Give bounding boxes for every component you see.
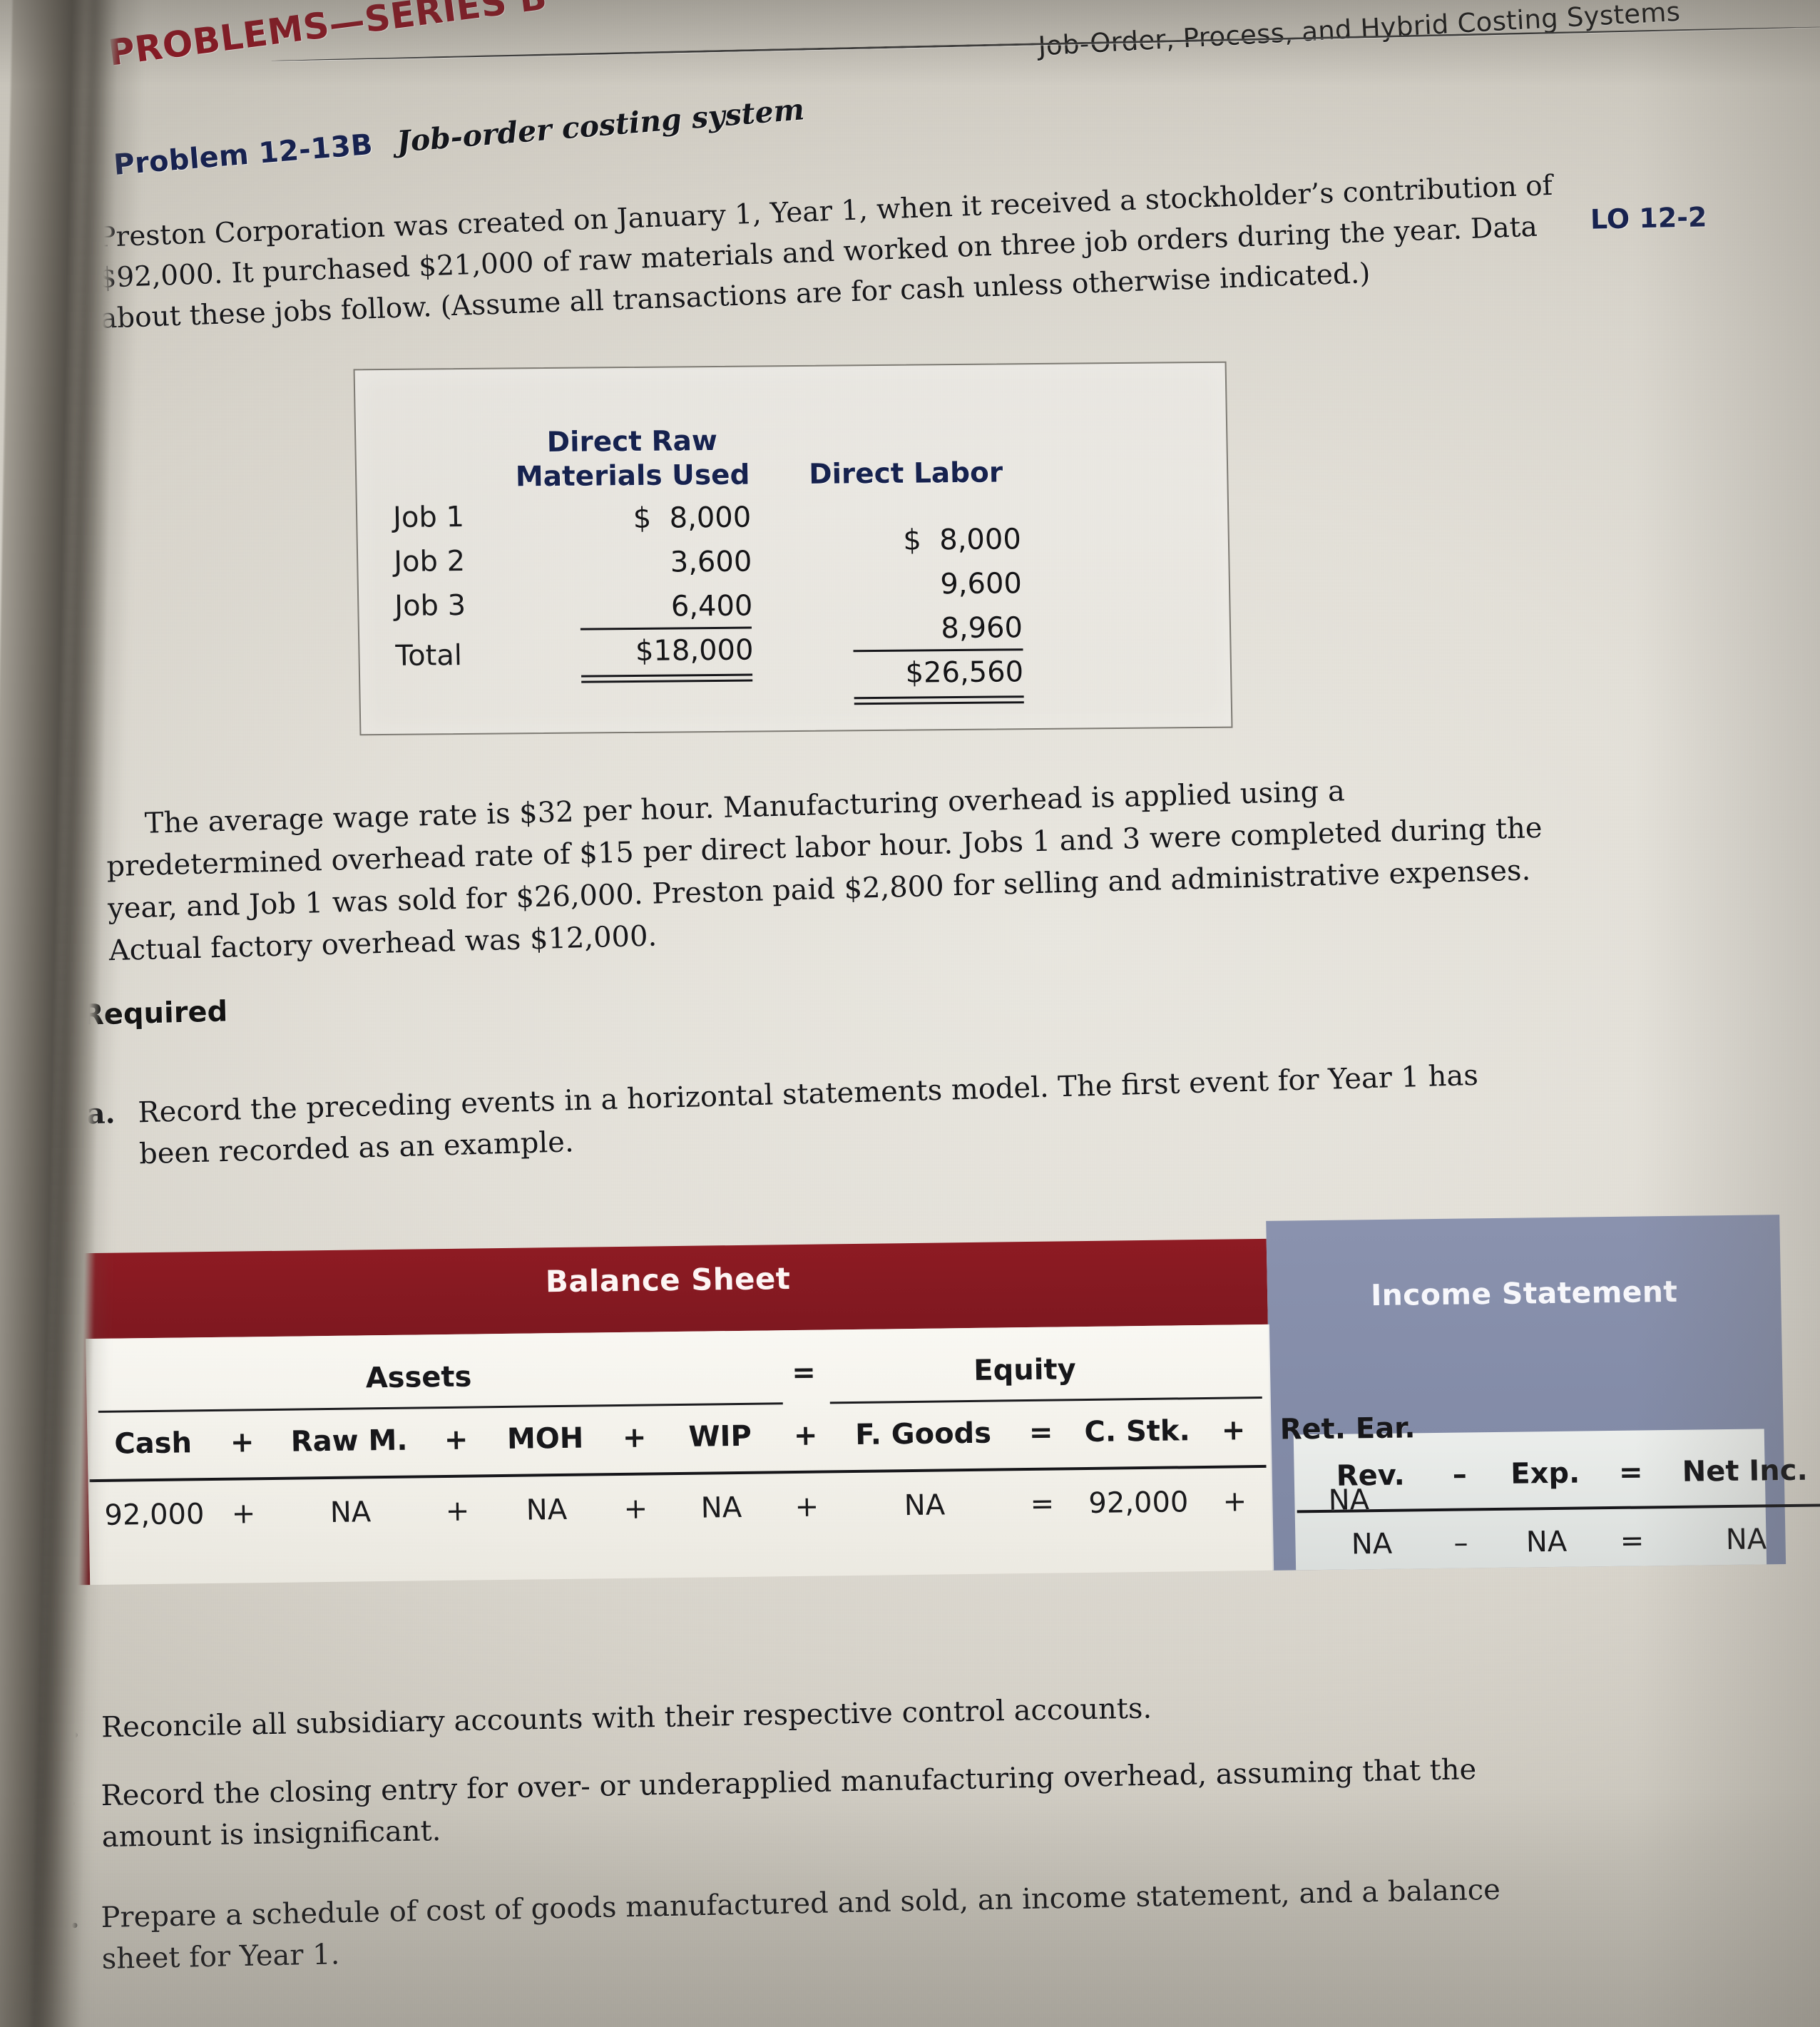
column-header-direct-labor: Direct Labor xyxy=(808,456,1003,491)
column-header-ret-ear: Ret. Ear. xyxy=(1279,1411,1416,1446)
value-job2-raw-materials: 3,600 xyxy=(670,545,752,579)
row-operator-equals-bs: = xyxy=(1030,1487,1055,1521)
row-operator-equals-is: = xyxy=(1620,1524,1645,1558)
total-double-rule-raw-materials xyxy=(581,673,753,683)
required-item-a: a. Record the preceding events in a hori… xyxy=(86,1053,1535,1177)
job-data-table: Direct Raw Materials Used Direct Labor J… xyxy=(362,367,1232,731)
equity-group-label: Equity xyxy=(973,1353,1077,1387)
row-operator-minus-is: – xyxy=(1453,1526,1468,1560)
value-rev: NA xyxy=(1351,1527,1393,1561)
value-job3-direct-labor: 8,960 xyxy=(941,611,1023,645)
income-statement-title: Income Statement xyxy=(1370,1274,1678,1313)
required-text-c: Record the closing entry for over- or un… xyxy=(101,1753,1477,1854)
col-header-line2: Materials Used xyxy=(515,459,750,494)
row-label-total: Total xyxy=(395,639,463,673)
assets-group-label: Assets xyxy=(365,1360,472,1395)
operator-plus-2: + xyxy=(444,1423,469,1457)
column-header-direct-raw-materials: Direct Raw Materials Used xyxy=(514,424,751,495)
required-item-c: c. Record the closing entry for over- or… xyxy=(49,1747,1577,1859)
total-double-rule-direct-labor xyxy=(854,695,1024,705)
column-header-c-stk: C. Stk. xyxy=(1084,1414,1191,1449)
row-label-job-3: Job 3 xyxy=(394,589,466,623)
operator-plus-5: + xyxy=(1221,1414,1246,1447)
value-raw-m: NA xyxy=(329,1496,372,1529)
value-moh: NA xyxy=(526,1493,568,1527)
operator-plus-1: + xyxy=(230,1426,255,1459)
column-header-cash: Cash xyxy=(113,1426,193,1461)
row-label-job-2: Job 2 xyxy=(393,545,466,578)
value-total-raw-materials: $18,000 xyxy=(635,633,754,668)
required-item-b: b. Reconcile all subsidiary accounts wit… xyxy=(50,1680,1584,1749)
required-text-a: Record the preceding events in a horizon… xyxy=(137,1058,1479,1171)
value-job2-direct-labor: 9,600 xyxy=(939,567,1023,601)
problem-intro-paragraph: Preston Corporation was created on Janua… xyxy=(96,169,1553,335)
row-label-job-1: Job 1 xyxy=(392,501,465,534)
narrative-text: The average wage rate is $32 per hour. M… xyxy=(106,775,1543,968)
row-operator-plus-5: + xyxy=(1222,1485,1247,1518)
column-header-moh: MOH xyxy=(506,1421,584,1456)
value-cash: 92,000 xyxy=(104,1498,205,1532)
col-header-line1: Direct Raw xyxy=(546,424,718,459)
value-c-stk: 92,000 xyxy=(1088,1486,1189,1520)
right-page-shading xyxy=(1635,0,1820,2027)
value-f-goods: NA xyxy=(904,1489,946,1523)
column-header-net-inc: Net Inc. xyxy=(1682,1454,1809,1489)
problem-number: Problem 12-13B xyxy=(112,128,374,182)
section-heading-problems-series-b: PROBLEMS—SERIES B xyxy=(106,0,550,74)
value-job1-raw-materials: $ 8,000 xyxy=(633,501,752,535)
learning-objective-tag: LO 12-2 xyxy=(1590,201,1707,235)
operator-plus-3: + xyxy=(622,1421,647,1454)
value-job1-direct-labor: $ 8,000 xyxy=(903,523,1022,557)
column-header-f-goods: F. Goods xyxy=(854,1416,992,1451)
column-header-wip: WIP xyxy=(688,1419,752,1454)
row-operator-plus-4: + xyxy=(794,1490,819,1523)
value-net-inc: NA xyxy=(1725,1523,1767,1557)
problem-title: Job-order costing system xyxy=(395,92,806,159)
column-header-raw-m: Raw M. xyxy=(290,1424,408,1459)
running-head: Job-Order, Process, and Hybrid Costing S… xyxy=(1037,0,1682,62)
value-job3-raw-materials: 6,400 xyxy=(670,589,753,623)
column-header-exp: Exp. xyxy=(1510,1456,1580,1491)
subtotal-rule-raw-materials xyxy=(580,626,752,630)
row-operator-plus-2: + xyxy=(445,1494,470,1528)
required-text-d: Prepare a schedule of cost of goods manu… xyxy=(101,1873,1501,1976)
operator-minus-is: – xyxy=(1452,1458,1468,1491)
horizontal-statements-model: Balance Sheet Income Statement Assets = … xyxy=(52,1193,1820,1628)
value-total-direct-labor: $26,560 xyxy=(905,655,1024,690)
operator-plus-4: + xyxy=(793,1419,818,1453)
row-operator-plus-3: + xyxy=(623,1492,648,1526)
operator-equals-is: = xyxy=(1618,1456,1643,1489)
value-exp: NA xyxy=(1525,1525,1568,1559)
assets-equals-equity-sign: = xyxy=(791,1356,817,1390)
problem-heading: Problem 12-13B Job-order costing system xyxy=(113,92,806,182)
row-operator-plus-1: + xyxy=(231,1497,256,1531)
value-ret-ear: NA xyxy=(1328,1484,1370,1517)
problem-narrative-paragraph: The average wage rate is $32 per hour. M… xyxy=(105,765,1550,973)
operator-equals-bs: = xyxy=(1028,1416,1053,1449)
subtotal-rule-direct-labor xyxy=(853,648,1023,653)
required-item-d: d. Prepare a schedule of cost of goods m… xyxy=(49,1868,1577,1981)
required-text-b: Reconcile all subsidiary accounts with t… xyxy=(101,1692,1152,1745)
value-wip: NA xyxy=(700,1491,742,1525)
